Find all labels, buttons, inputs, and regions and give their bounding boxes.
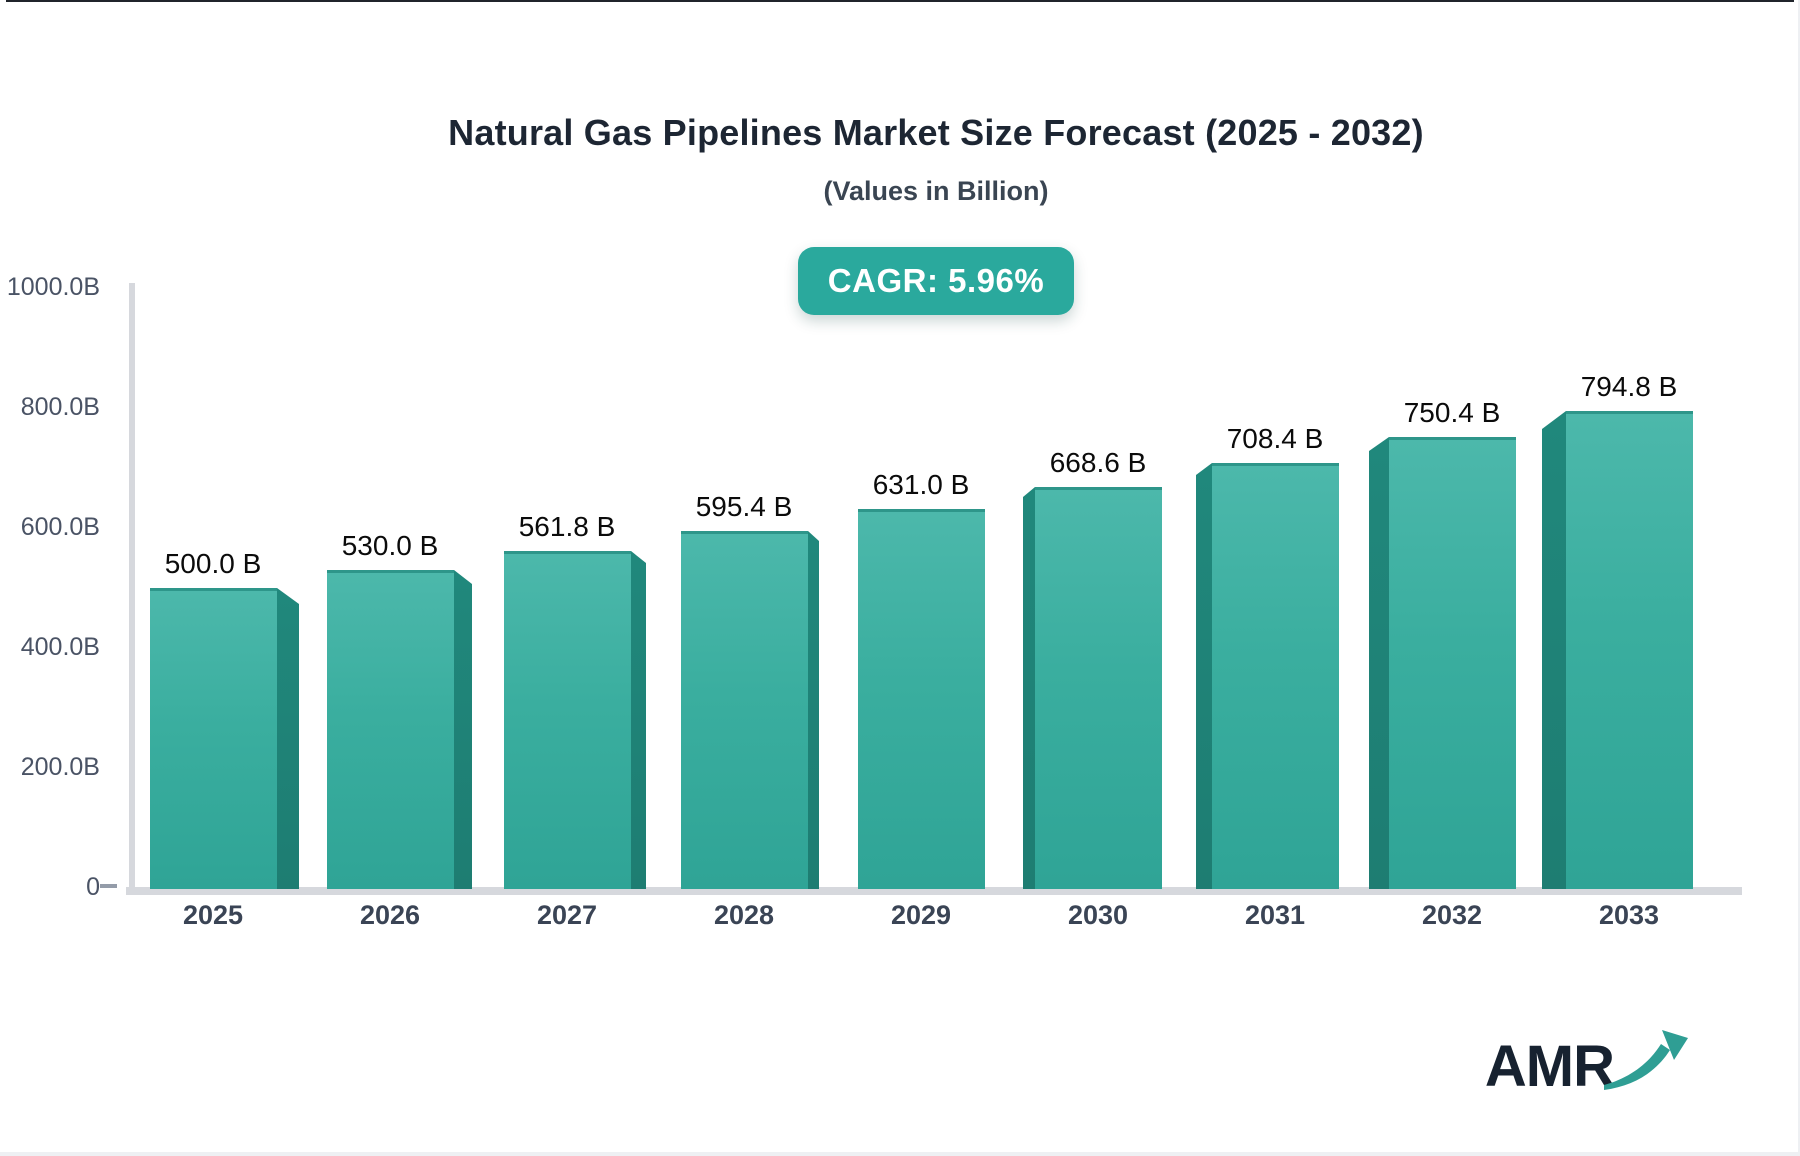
bar-2032 [1389,437,1516,889]
bar-side-face [277,588,299,889]
bar-2025 [150,588,277,889]
y-axis-label: 0 [86,873,100,901]
bar-side-face [454,570,472,889]
page-title: Natural Gas Pipelines Market Size Foreca… [448,112,1424,153]
bar-2029 [858,509,985,889]
bar-side-face [808,531,819,889]
chart-header: Natural Gas Pipelines Market Size Foreca… [130,0,1742,315]
x-axis-label: 2027 [536,900,598,930]
x-axis-label: 2030 [1067,900,1129,930]
growth-arrow-icon [1604,1030,1688,1090]
cagr-badge: CAGR: 5.96% [797,247,1075,315]
x-axis-label: 2026 [359,900,421,930]
x-axis-label: 2029 [890,900,952,930]
bar-side-face [631,551,646,889]
bar-value-label: 561.8 B [518,511,616,542]
x-axis-label: 2032 [1421,900,1483,930]
y-axis-label: 400.0B [20,633,100,661]
chart-subtitle: (Values in Billion) [823,176,1049,206]
y-axis-line [129,283,135,894]
bar-value-label: 708.4 B [1226,423,1324,454]
x-axis-label: 2031 [1244,900,1306,930]
bar-side-face [1196,463,1212,889]
bar-value-label: 631.0 B [872,469,970,500]
bar-value-label: 794.8 B [1580,371,1678,402]
bar-side-face [1369,437,1389,889]
x-axis-line [126,887,1742,895]
bar-2033 [1566,411,1693,889]
y-axis-label: 200.0B [20,753,100,781]
x-axis-label: 2028 [713,900,775,930]
bar-2026 [327,570,454,889]
x-axis-label: 2033 [1598,900,1660,930]
bar-2028 [681,531,808,889]
bar-side-face [1023,487,1035,889]
x-axis-label: 2025 [182,900,244,930]
y-axis-label: 1000.0B [6,273,100,301]
bar-value-label: 530.0 B [341,530,439,561]
bar-2030 [1035,487,1162,889]
bar-side-face [1542,411,1566,889]
bar-value-label: 595.4 B [695,491,793,522]
bar-2031 [1212,463,1339,889]
bar-value-label: 500.0 B [164,548,262,579]
bar-2027 [504,551,631,889]
bar-value-label: 750.4 B [1403,397,1501,428]
amr-logo-text: AMR [1484,1033,1615,1099]
bar-value-label: 668.6 B [1049,447,1147,478]
amr-logo: AMR [1485,1028,1690,1104]
window-top-edge [6,0,1794,2]
y-axis-label: 800.0B [20,393,100,421]
zero-tick-mark [100,884,117,888]
y-axis-label: 600.0B [20,513,100,541]
